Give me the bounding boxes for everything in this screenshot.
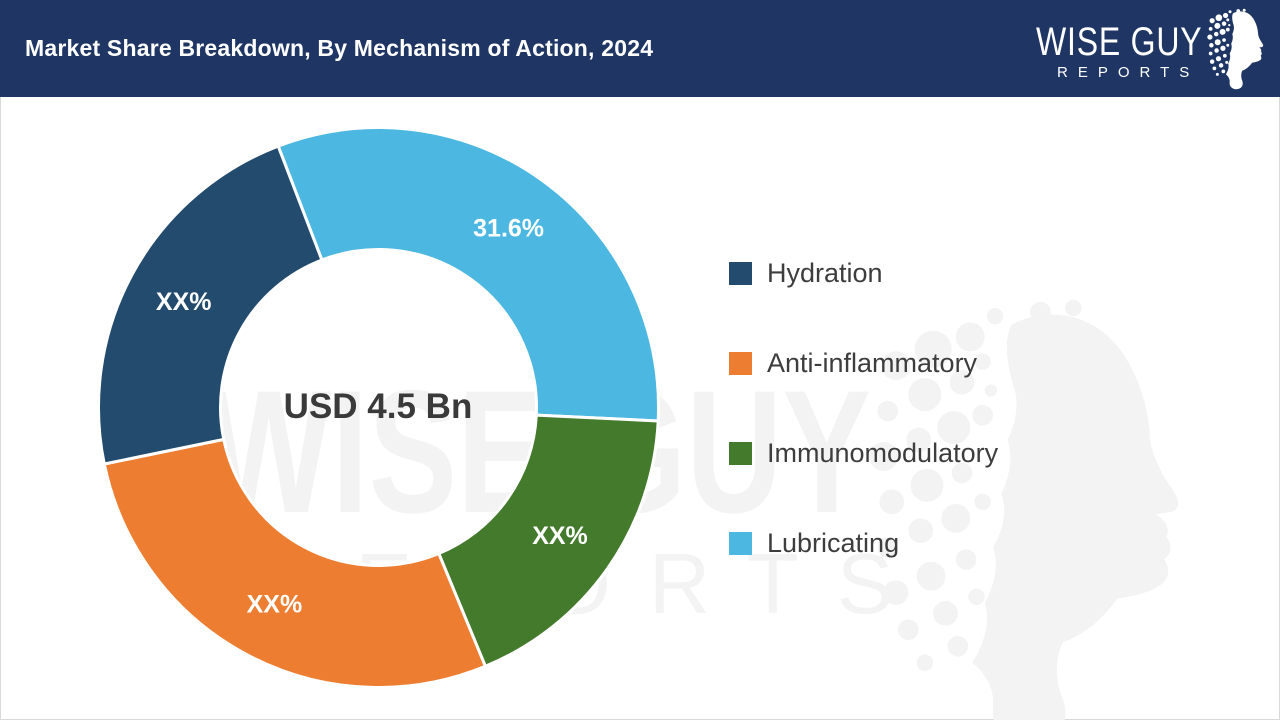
legend-label: Immunomodulatory (767, 437, 999, 468)
donut-segment-lubricating (276, 126, 661, 423)
wise-guy-face-icon (1206, 8, 1266, 90)
legend-item-anti-inflammatory: Anti-inflammatory (729, 348, 998, 378)
donut-segment-hydration (97, 144, 324, 466)
legend-swatch (729, 441, 752, 465)
wise-guy-logo: WISE GUY REPORTS (1028, 0, 1268, 97)
segment-value-label: XX% (156, 288, 212, 316)
segment-value-label: 31.6% (473, 214, 544, 242)
legend-swatch (729, 351, 752, 375)
page-title: Market Share Breakdown, By Mechanism of … (25, 35, 654, 61)
legend-swatch (729, 531, 752, 555)
legend-item-immunomodulatory: Immunomodulatory (729, 438, 998, 468)
legend-swatch (729, 261, 752, 285)
chart-center-value: USD 4.5 Bn (283, 387, 473, 426)
donut-segment-immunomodulatory (437, 413, 660, 668)
chart-panel: WISE GUY REPORTS 31.6%XX%XX%XX% USD 4.5 … (0, 97, 1280, 720)
legend-label: Anti-inflammatory (767, 347, 978, 378)
segment-value-label: XX% (532, 522, 588, 550)
logo-subtitle: REPORTS (1057, 64, 1200, 81)
donut-segment-anti-inflammatory (102, 437, 487, 689)
chart-legend: Hydration Anti-inflammatory Immunomodula… (729, 258, 998, 618)
legend-label: Hydration (767, 257, 883, 288)
legend-item-hydration: Hydration (729, 258, 998, 288)
legend-item-lubricating: Lubricating (729, 528, 998, 558)
logo-wordmark: WISE GUY (1036, 20, 1203, 64)
segment-value-label: XX% (247, 590, 303, 618)
legend-label: Lubricating (767, 527, 900, 558)
header-bar: Market Share Breakdown, By Mechanism of … (0, 0, 1280, 97)
donut-chart: 31.6% XX% XX% XX% (97, 126, 661, 689)
